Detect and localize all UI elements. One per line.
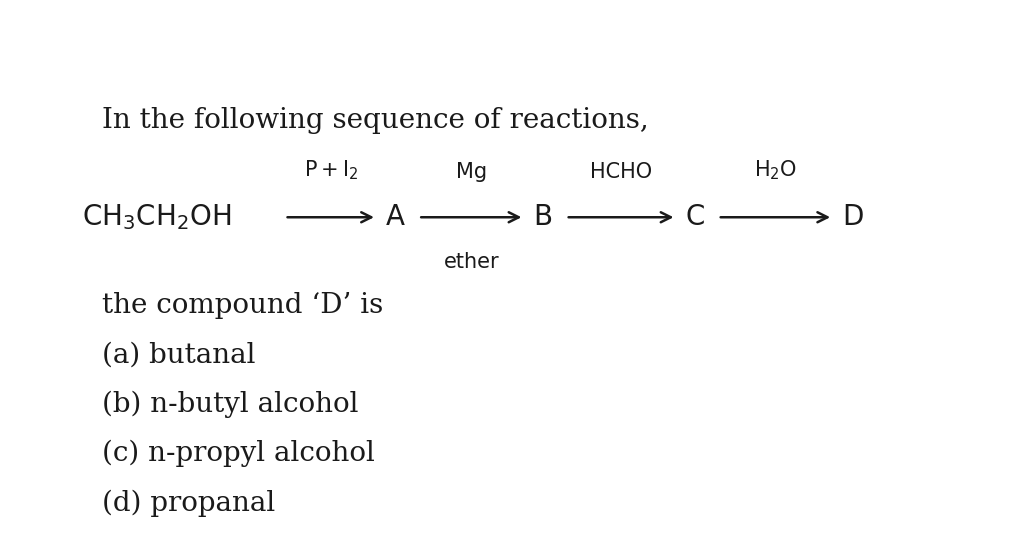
Text: (b) n-butyl alcohol: (b) n-butyl alcohol: [102, 390, 358, 418]
Text: (c) n-propyl alcohol: (c) n-propyl alcohol: [102, 440, 375, 467]
Text: $\mathrm{P + I_2}$: $\mathrm{P + I_2}$: [303, 158, 358, 182]
Text: C: C: [686, 204, 705, 231]
Text: (d) propanal: (d) propanal: [102, 490, 275, 517]
Text: Example–6: Example–6: [66, 25, 231, 52]
Text: ether: ether: [443, 252, 499, 272]
Text: In the following sequence of reactions,: In the following sequence of reactions,: [102, 107, 649, 135]
Text: $\mathrm{CH_3CH_2OH}$: $\mathrm{CH_3CH_2OH}$: [82, 202, 231, 232]
Text: $\mathrm{H_2O}$: $\mathrm{H_2O}$: [754, 158, 797, 182]
Text: D: D: [842, 204, 863, 231]
Text: the compound ‘D’ is: the compound ‘D’ is: [102, 292, 384, 319]
Text: HCHO: HCHO: [590, 162, 652, 182]
Text: Mg: Mg: [456, 162, 486, 182]
Text: B: B: [534, 204, 553, 231]
Text: (a) butanal: (a) butanal: [102, 341, 256, 368]
Text: A: A: [386, 204, 406, 231]
